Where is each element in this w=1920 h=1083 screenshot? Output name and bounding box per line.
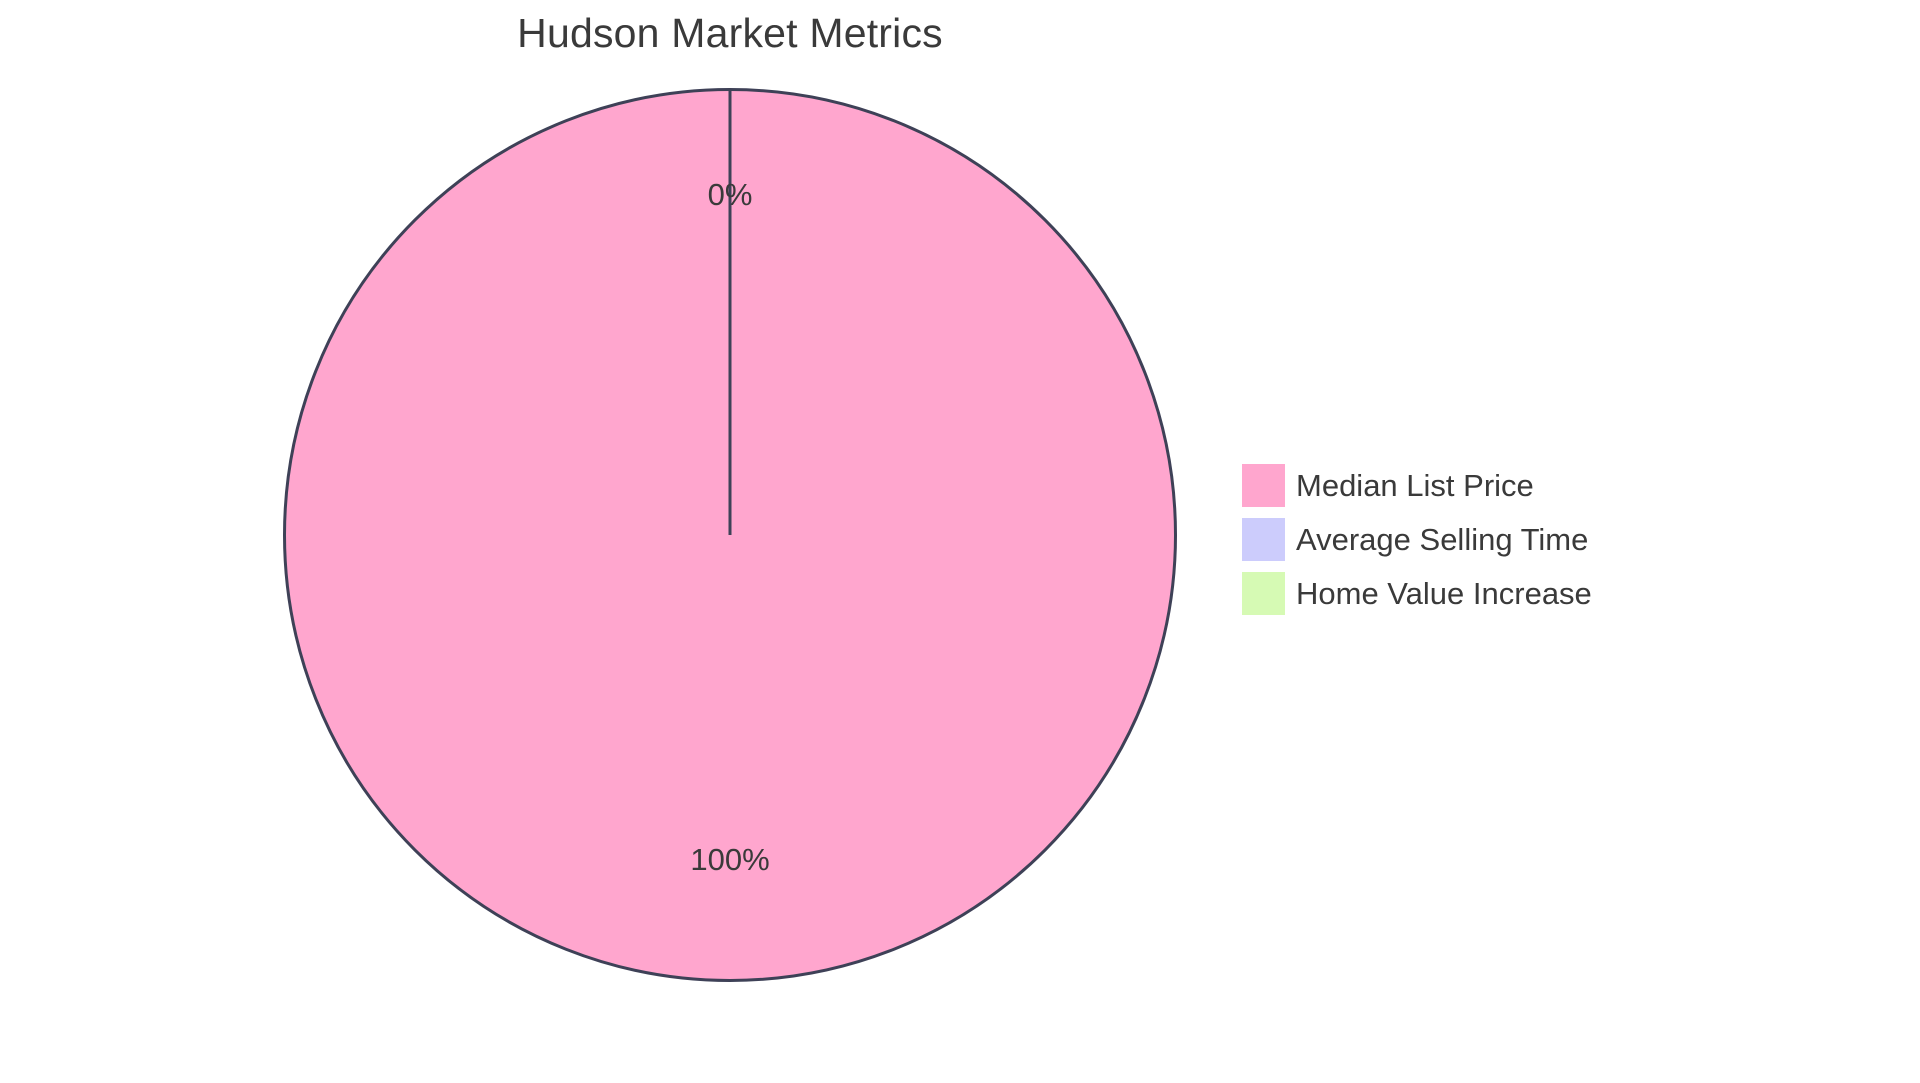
pie-chart: 0% 100% [283,88,1177,982]
legend-swatch-median-list-price [1242,463,1285,507]
legend-swatch-average-selling-time [1242,517,1285,561]
legend-swatch-home-value-increase [1242,571,1285,615]
legend-label-median-list-price: Median List Price [1296,467,1534,503]
legend-item-average-selling-time[interactable]: Average Selling Time [1242,512,1682,566]
legend-label-average-selling-time: Average Selling Time [1296,521,1589,557]
legend-item-median-list-price[interactable]: Median List Price [1242,458,1682,512]
pie-chart-svg [283,88,1177,982]
page-title: Hudson Market Metrics [517,10,943,56]
legend-item-home-value-increase[interactable]: Home Value Increase [1242,566,1682,620]
legend-label-home-value-increase: Home Value Increase [1296,575,1592,611]
chart-legend: Median List Price Average Selling Time H… [1242,458,1682,620]
